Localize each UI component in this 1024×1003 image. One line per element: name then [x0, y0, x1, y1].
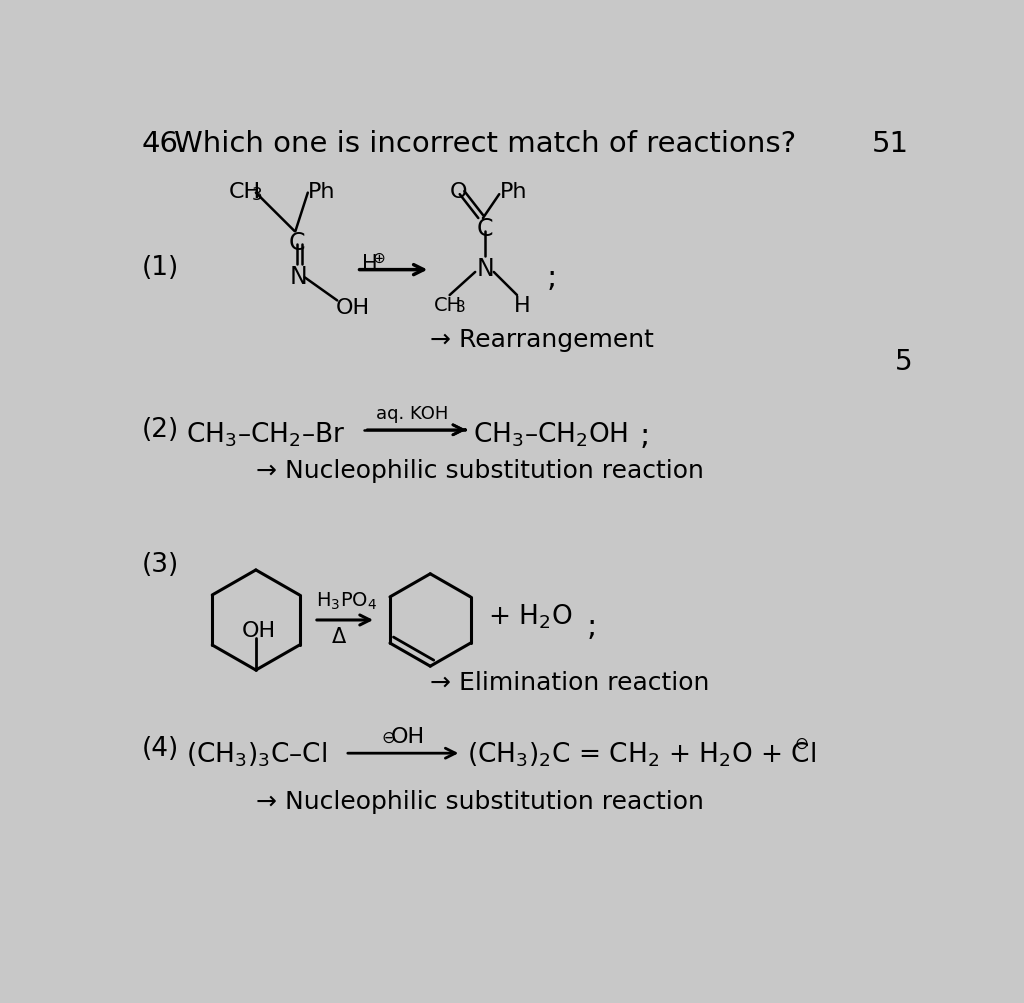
Text: Ph: Ph — [500, 182, 527, 202]
Text: → Nucleophilic substitution reaction: → Nucleophilic substitution reaction — [256, 458, 703, 482]
Text: H: H — [514, 296, 530, 316]
Text: (CH$_3$)$_3$C–Cl: (CH$_3$)$_3$C–Cl — [186, 739, 328, 768]
Text: H$_3$PO$_4$: H$_3$PO$_4$ — [316, 590, 378, 611]
Text: ;: ; — [547, 263, 557, 292]
Text: → Rearrangement: → Rearrangement — [430, 328, 654, 352]
Text: ;: ; — [640, 420, 650, 449]
Text: 46.: 46. — [142, 129, 188, 157]
Text: Ph: Ph — [308, 182, 335, 202]
Text: Which one is incorrect match of reactions?: Which one is incorrect match of reaction… — [174, 129, 797, 157]
Text: CH$_3$–CH$_2$–Br: CH$_3$–CH$_2$–Br — [186, 420, 345, 448]
Text: N: N — [477, 257, 495, 281]
Text: C: C — [289, 231, 305, 255]
Text: H: H — [362, 254, 378, 274]
Text: CH: CH — [228, 182, 261, 202]
Text: ⊕: ⊕ — [373, 251, 386, 266]
Text: (CH$_3$)$_2$C = CH$_2$ + H$_2$O + Cl: (CH$_3$)$_2$C = CH$_2$ + H$_2$O + Cl — [467, 739, 816, 768]
Text: Δ: Δ — [332, 627, 346, 647]
Text: O: O — [450, 182, 467, 202]
Text: → Elimination reaction: → Elimination reaction — [430, 670, 710, 694]
Text: CH: CH — [434, 296, 462, 315]
Text: (2): (2) — [142, 416, 179, 442]
Text: OH: OH — [391, 726, 425, 746]
Text: N: N — [289, 265, 307, 289]
Text: + H$_2$O: + H$_2$O — [488, 602, 572, 631]
Text: CH$_3$–CH$_2$OH: CH$_3$–CH$_2$OH — [473, 420, 628, 448]
Text: C: C — [477, 218, 494, 242]
Text: (1): (1) — [142, 255, 179, 281]
Text: → Nucleophilic substitution reaction: → Nucleophilic substitution reaction — [256, 789, 703, 813]
Text: 3: 3 — [252, 186, 262, 204]
Text: aq. KOH: aq. KOH — [376, 405, 449, 423]
Text: OH: OH — [336, 297, 370, 317]
Text: (3): (3) — [142, 551, 179, 577]
Text: 5: 5 — [895, 347, 912, 375]
Text: ⊖: ⊖ — [795, 734, 808, 752]
Text: 51: 51 — [872, 129, 909, 157]
Text: (4): (4) — [142, 736, 179, 761]
Text: OH: OH — [242, 621, 276, 640]
Text: ;: ; — [587, 611, 597, 640]
Text: 3: 3 — [456, 300, 466, 315]
Text: ⊖: ⊖ — [381, 728, 395, 746]
